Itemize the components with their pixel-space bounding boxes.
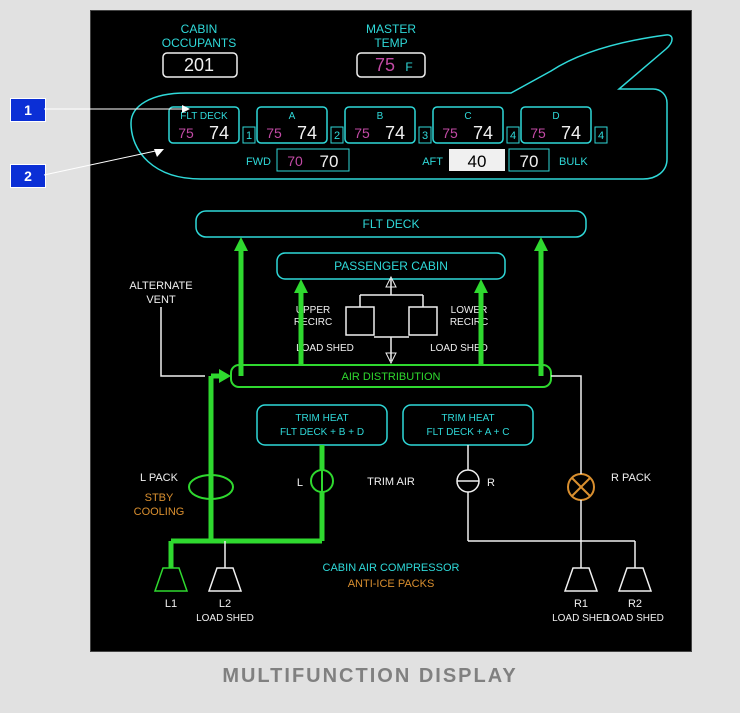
air-distribution-label: AIR DISTRIBUTION — [341, 371, 440, 383]
zone-c-num: 3 — [422, 130, 428, 142]
zone-flt-deck: FLT DECK 75 74 — [169, 107, 239, 143]
zone-aft-actual: 70 — [520, 152, 539, 171]
stby-cooling-l1: STBY — [145, 492, 174, 504]
zone-b-num: 2 — [334, 130, 340, 142]
trim-heat-l-l2: FLT DECK + B + D — [280, 427, 364, 438]
zone-d: D 75 74 4 — [507, 107, 591, 143]
cabin-occupants-label-1: CABIN — [181, 22, 218, 36]
svg-text:4: 4 — [598, 130, 604, 142]
anti-ice-packs-label: ANTI-ICE PACKS — [348, 578, 435, 590]
zone-b-target: 75 — [354, 125, 370, 141]
trim-air-l-label: L — [297, 477, 303, 489]
trim-heat-left-box — [257, 405, 387, 445]
mfd-svg: CABIN OCCUPANTS 201 MASTER TEMP 75 F FLT… — [91, 11, 691, 651]
trim-air-r-label: R — [487, 477, 495, 489]
zone-d-label: D — [552, 111, 559, 122]
trim-heat-right-box — [403, 405, 533, 445]
zone-flt-deck-actual: 74 — [209, 123, 229, 143]
zone-d-target: 75 — [530, 125, 546, 141]
green-flow — [171, 237, 548, 568]
zone-a-num: 1 — [246, 130, 252, 142]
passenger-cabin-label: PASSENGER CABIN — [334, 259, 448, 273]
l2-load-shed: LOAD SHED — [196, 613, 254, 624]
mfd-screen: CABIN OCCUPANTS 201 MASTER TEMP 75 F FLT… — [90, 10, 692, 652]
zone-c-target: 75 — [442, 125, 458, 141]
trim-air-label: TRIM AIR — [367, 476, 415, 488]
zone-b: B 75 74 2 — [331, 107, 415, 143]
zone-flt-deck-label: FLT DECK — [180, 111, 228, 122]
lower-recirc-icon — [409, 307, 437, 335]
cabin-occupants-value: 201 — [184, 55, 214, 75]
trim-heat-r-l2: FLT DECK + A + C — [427, 427, 510, 438]
r2-label: R2 — [628, 598, 642, 610]
upper-recirc-icon — [346, 307, 374, 335]
r1-load-shed: LOAD SHED — [552, 613, 610, 624]
zone-a-actual: 74 — [297, 123, 317, 143]
trim-heat-r-l1: TRIM HEAT — [441, 413, 494, 424]
master-temp-unit: F — [405, 60, 412, 74]
zone-aft-label: AFT — [422, 156, 443, 168]
zone-c: C 75 74 3 — [419, 107, 503, 143]
l1-label: L1 — [165, 598, 177, 610]
figure-caption: MULTIFUNCTION DISPLAY — [0, 665, 740, 688]
l-pack-label: L PACK — [140, 472, 179, 484]
zone-a-label: A — [289, 111, 296, 122]
upper-recirc-load-shed: LOAD SHED — [296, 343, 354, 354]
callout-2: 2 — [10, 164, 46, 188]
zone-flt-deck-target: 75 — [178, 125, 194, 141]
zone-c-actual: 74 — [473, 123, 493, 143]
zone-fwd-actual: 70 — [320, 152, 339, 171]
r-pack-label: R PACK — [611, 472, 652, 484]
l2-label: L2 — [219, 598, 231, 610]
master-temp-value: 75 — [375, 55, 395, 75]
zone-b-label: B — [377, 111, 384, 122]
master-temp-label-1: MASTER — [366, 22, 416, 36]
r2-load-shed: LOAD SHED — [606, 613, 664, 624]
zone-fwd-label: FWD — [246, 156, 271, 168]
alternate-vent-l2: VENT — [146, 294, 176, 306]
master-temp-label-2: TEMP — [374, 36, 407, 50]
zone-c-label: C — [464, 111, 471, 122]
zone-b-actual: 74 — [385, 123, 405, 143]
r1-label: R1 — [574, 598, 588, 610]
cabin-occupants-label-2: OCCUPANTS — [162, 36, 236, 50]
zone-d-actual: 74 — [561, 123, 581, 143]
zone-d-num: 4 — [510, 130, 516, 142]
zone-a-target: 75 — [266, 125, 282, 141]
trim-heat-l-l1: TRIM HEAT — [295, 413, 348, 424]
flt-deck-box-label: FLT DECK — [363, 217, 420, 231]
white-flow — [161, 307, 635, 568]
stby-cooling-l2: COOLING — [134, 506, 185, 518]
zone-aft-white-value: 40 — [468, 152, 487, 171]
alternate-vent-l1: ALTERNATE — [129, 280, 192, 292]
callout-1: 1 — [10, 98, 46, 122]
zone-fwd-target: 70 — [287, 153, 303, 169]
cabin-air-compressor-label: CABIN AIR COMPRESSOR — [323, 562, 460, 574]
zone-bulk-label: BULK — [559, 156, 588, 168]
zone-a: A 75 74 1 — [243, 107, 327, 143]
